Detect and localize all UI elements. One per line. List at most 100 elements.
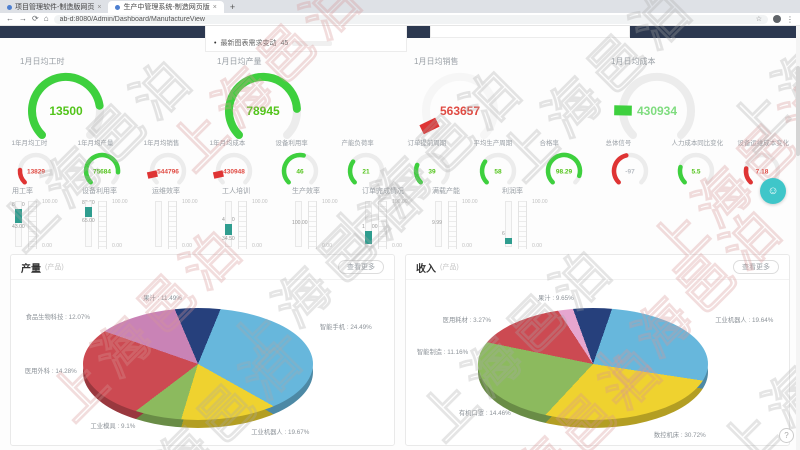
gauge-label: 1年月均工时 xyxy=(11,140,48,147)
help-button[interactable]: ? xyxy=(779,428,794,443)
pie-slice-label: 工业机器人 : 19.64% xyxy=(715,317,774,324)
slider-ruler xyxy=(168,201,177,249)
profile-avatar[interactable] xyxy=(773,15,781,23)
gauge-arc-svg: 5.5 xyxy=(677,152,715,185)
scrolled-card-notices: • 最新图表需求变动 45 xyxy=(205,26,407,52)
forward-icon[interactable]: → xyxy=(19,14,27,23)
gauge-arc-svg: 430948 xyxy=(212,152,253,185)
slider-widget: 运维效率 100.00 0.00 xyxy=(152,186,200,249)
slider-value: 65.00 xyxy=(82,218,95,224)
gauge-label: 1月日均工时 xyxy=(20,57,65,66)
slider-track xyxy=(365,201,372,247)
svg-text:430948: 430948 xyxy=(223,168,245,175)
slider-value: 100.00 xyxy=(292,220,308,226)
pie-slice-label: 有机口罩 : 14.46% xyxy=(458,410,511,417)
tab-favicon xyxy=(115,4,121,10)
panel-revenue: 收入 (产品) 查看更多 果汁 : 9.65% 工业机器人 : 19.64% 数控机… xyxy=(405,254,790,446)
notice-text: 最新图表需求变动 xyxy=(220,40,277,47)
slider-body: 100.00 100.00 0.00 xyxy=(292,199,340,249)
panel-header: 收入 (产品) 查看更多 xyxy=(406,255,789,280)
slider-row: 用工率85.0043.00100.000.00设备利用率88.0065.0010… xyxy=(12,186,550,249)
small-gauge: 1年月均工时 13829 xyxy=(6,138,72,193)
view-more-button[interactable]: 查看更多 xyxy=(338,260,384,274)
slider-widget: 利润率6.46100.000.00 xyxy=(502,186,550,249)
refresh-icon[interactable]: ⟳ xyxy=(32,14,39,23)
gauge-label: 1月日均销售 xyxy=(414,57,459,66)
slider-bar xyxy=(15,209,22,224)
svg-text:78945: 78945 xyxy=(246,104,280,118)
pie-slice-label: 果汁 : 9.65% xyxy=(538,295,574,302)
floating-assistant-button[interactable]: ☺ xyxy=(760,178,786,204)
slider-ruler xyxy=(378,201,387,249)
svg-text:5.5: 5.5 xyxy=(691,168,700,175)
small-gauge-row: 1年月均工时 13829 1年月均产量 75684 1年月均销售 544796 1年月均成本… xyxy=(6,138,798,193)
address-bar[interactable]: ab-d:8080/Admin/Dashboard/ManufactureVie… xyxy=(53,14,768,24)
slider-ruler xyxy=(238,201,247,249)
panel-output: 产量 (产品) 查看更多 果汁 : 11.49% 智能手机 : 24.49% 工业机… xyxy=(10,254,395,446)
svg-text:13829: 13829 xyxy=(27,168,45,175)
gauge-arc-svg: 98.29 xyxy=(545,152,583,185)
bottom-panels: 产量 (产品) 查看更多 果汁 : 11.49% 智能手机 : 24.49% 工业机… xyxy=(10,254,790,446)
gauge-arc-svg: 21 xyxy=(347,152,385,185)
browser-tabstrip: 项目管理软件-制造版网页 × 生产中管理系统-制造网页版 × + xyxy=(0,0,800,13)
scrollbar-thumb[interactable] xyxy=(796,66,800,156)
tab-close-icon[interactable]: × xyxy=(97,3,102,11)
panel-header: 产量 (产品) 查看更多 xyxy=(11,255,394,280)
pie-slice-label: 医用外科 : 14.28% xyxy=(25,368,78,375)
gauge-arc-svg: 75684 xyxy=(83,152,121,185)
tab-close-icon[interactable]: × xyxy=(212,3,217,11)
pie-surface xyxy=(83,308,313,420)
small-gauge: 订单提前周期 39 xyxy=(402,138,468,193)
small-gauge: 平均生产周期 58 xyxy=(468,138,534,193)
small-gauge: 1年月均销售 544796 xyxy=(138,138,204,193)
slider-max: 100.00 xyxy=(391,199,408,205)
slider-bar xyxy=(225,224,232,235)
svg-text:98.29: 98.29 xyxy=(556,168,573,175)
gauge-arc-svg: 46 xyxy=(281,152,319,185)
tab-title: 项目管理软件-制造版网页 xyxy=(15,4,95,11)
slider-body: 6.46100.000.00 xyxy=(502,199,550,249)
notice-item: • 最新图表需求变动 45 xyxy=(214,38,333,48)
view-more-button[interactable]: 查看更多 xyxy=(733,260,779,274)
large-gauge: 1月日均成本 430934 xyxy=(597,56,794,152)
slider-track xyxy=(435,201,442,247)
svg-text:563657: 563657 xyxy=(440,104,480,118)
slider-track xyxy=(295,201,302,247)
page-scrollbar[interactable] xyxy=(796,26,800,450)
svg-text:13500: 13500 xyxy=(49,104,83,118)
slider-bar xyxy=(365,231,372,245)
gauge-label: 产能负荷率 xyxy=(341,140,374,147)
slider-min: 0.00 xyxy=(391,243,402,249)
svg-text:75684: 75684 xyxy=(93,168,111,175)
gauge-arc-svg: 78945 xyxy=(224,72,301,139)
bookmark-star-icon[interactable]: ☆ xyxy=(755,16,762,23)
pie-slice-label: 食品生物科技 : 12.07% xyxy=(26,314,91,321)
back-icon[interactable]: ← xyxy=(6,14,14,23)
gauge-arc-svg: 58 xyxy=(479,152,517,185)
gauge-label: 1年月均销售 xyxy=(143,140,180,147)
pie-slice-label: 工业模具 : 9.1% xyxy=(90,423,135,430)
slider-ruler xyxy=(98,201,107,249)
gauge-arc-svg: 13829 xyxy=(17,152,55,185)
gauge-label: 人力成本同比变化 xyxy=(671,140,724,147)
home-icon[interactable]: ⌂ xyxy=(43,14,49,23)
slider-body: 9.99 100.00 0.00 xyxy=(432,199,480,249)
new-tab-button[interactable]: + xyxy=(229,2,236,12)
browser-tab-1[interactable]: 项目管理软件-制造版网页 × xyxy=(0,1,108,13)
pie-chart-revenue: 果汁 : 9.65% 工业机器人 : 19.64% 数控机床 : 30.72% 有机口… xyxy=(406,280,789,440)
slider-track xyxy=(85,201,92,247)
small-gauge: 设备利用率 46 xyxy=(270,138,336,193)
slider-min: 0.00 xyxy=(41,243,52,249)
tab-title: 生产中管理系统-制造网页版 xyxy=(123,4,210,11)
browser-menu-icon[interactable]: ⋮ xyxy=(786,14,794,24)
notice-progress-bar xyxy=(292,40,333,46)
slider-min: 0.00 xyxy=(251,243,262,249)
gauge-label: 1月日均产量 xyxy=(217,57,262,66)
gauge-label: 设备利用率 xyxy=(275,140,308,147)
slider-track xyxy=(505,201,512,247)
browser-tab-2[interactable]: 生产中管理系统-制造网页版 × xyxy=(108,1,224,13)
